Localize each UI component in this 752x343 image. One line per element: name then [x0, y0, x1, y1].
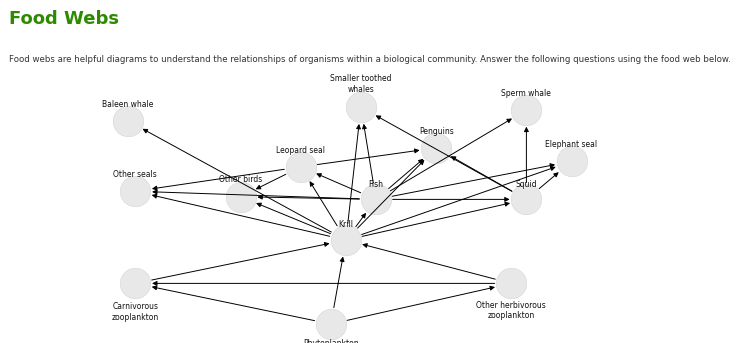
Text: Other herbivorous
zooplankton: Other herbivorous zooplankton: [477, 301, 546, 320]
Text: Krill: Krill: [338, 220, 353, 229]
Text: Leopard seal: Leopard seal: [276, 146, 326, 155]
Text: Food Webs: Food Webs: [9, 10, 119, 28]
Text: Baleen whale: Baleen whale: [102, 99, 153, 109]
Text: Other seals: Other seals: [114, 170, 157, 179]
Text: Carnivorous
zooplankton: Carnivorous zooplankton: [112, 303, 159, 322]
Text: Fish: Fish: [368, 179, 384, 189]
Text: Food webs are helpful diagrams to understand the relationships of organisms with: Food webs are helpful diagrams to unders…: [9, 55, 731, 64]
Text: Squid: Squid: [516, 179, 537, 189]
Text: Other birds: Other birds: [219, 176, 262, 185]
Text: Elephant seal: Elephant seal: [545, 140, 598, 149]
Text: Phytoplankton: Phytoplankton: [303, 339, 359, 343]
Text: Penguins: Penguins: [419, 127, 453, 136]
Text: Smaller toothed
whales: Smaller toothed whales: [330, 74, 392, 94]
Text: Sperm whale: Sperm whale: [502, 89, 551, 98]
